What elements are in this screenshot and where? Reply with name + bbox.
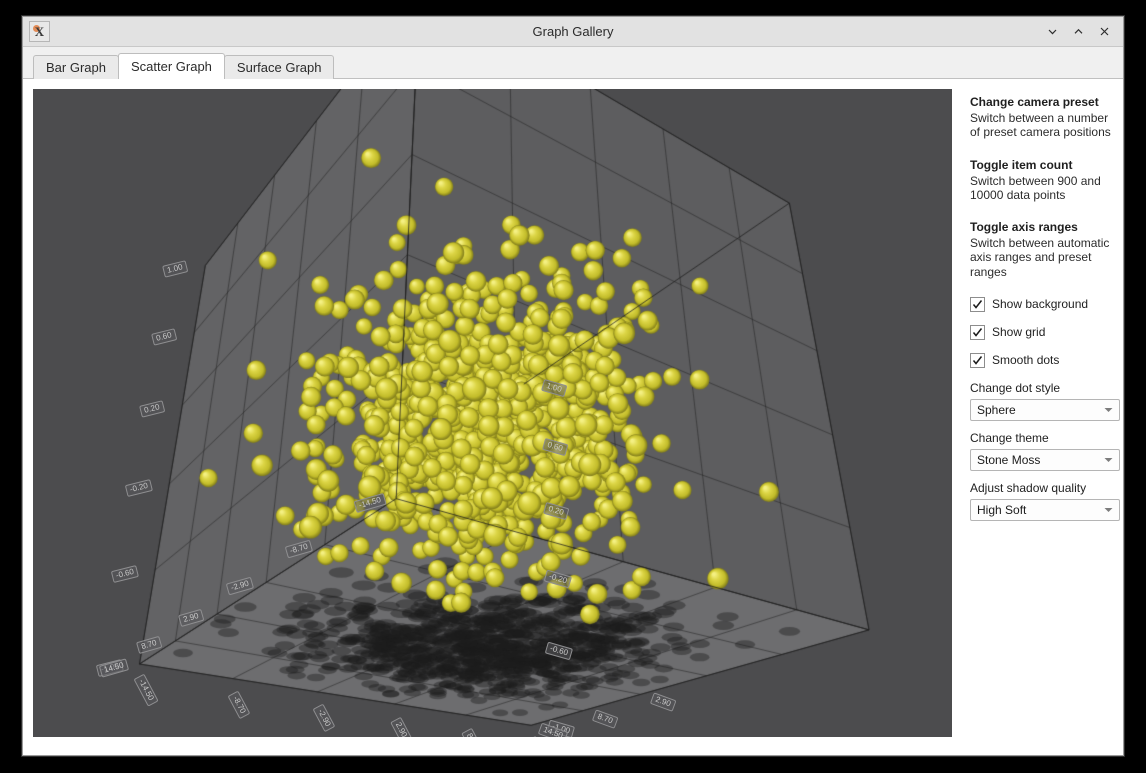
chevron-down-icon[interactable] [1097,500,1119,520]
help-title: Toggle item count [970,157,1073,172]
tab-label: Surface Graph [236,60,322,75]
page-body: 1.000.600.20-0.20-0.60-1.0014.508.702.90… [23,79,1123,755]
help-body: Switch between a number of preset camera… [970,111,1111,140]
checkmark-icon[interactable] [970,296,985,312]
checkmark-icon[interactable] [970,352,985,368]
scatter-graph-viewport[interactable]: 1.000.600.20-0.20-0.60-1.0014.508.702.90… [33,89,952,737]
help-body: Switch between automatic axis ranges and… [970,236,1110,279]
checkbox-row-show-grid[interactable]: Show grid [970,324,1120,340]
main-window: X Graph Gallery Bar Graph Scatter Graph … [22,16,1124,756]
select-theme[interactable]: Stone Moss [970,448,1120,471]
help-body: Switch between 900 and 10000 data points [970,173,1101,202]
tab-label: Scatter Graph [130,59,212,74]
checkbox-label: Smooth dots [992,353,1060,368]
checkbox-row-show-background[interactable]: Show background [970,296,1120,312]
help-change-camera-preset: Change camera preset Switch between a nu… [970,95,1112,140]
help-toggle-axis-ranges: Toggle axis ranges Switch between automa… [970,220,1112,279]
tab-label: Bar Graph [46,60,106,75]
checkbox-row-smooth-dots[interactable]: Smooth dots [970,352,1120,368]
help-title: Toggle axis ranges [970,220,1078,235]
close-icon[interactable] [1091,19,1117,45]
select-value: Sphere [977,402,1016,417]
select-dot-style[interactable]: Sphere [970,398,1120,421]
checkmark-icon[interactable] [970,324,985,340]
select-shadow-quality[interactable]: High Soft [970,498,1120,521]
app-icon[interactable]: X [29,21,50,42]
help-title: Change camera preset [970,95,1099,109]
label-adjust-shadow-quality: Adjust shadow quality [970,480,1087,495]
help-toggle-item-count: Toggle item count Switch between 900 and… [970,158,1112,203]
label-change-theme: Change theme [970,430,1049,445]
chevron-down-icon[interactable] [1039,19,1065,45]
window-controls [1039,19,1123,45]
tab-bar: Bar Graph Scatter Graph Surface Graph [23,47,1123,79]
title-bar[interactable]: X Graph Gallery [23,17,1123,47]
select-value: Stone Moss [977,452,1041,467]
label-change-dot-style: Change dot style [970,380,1061,395]
select-value: High Soft [977,502,1027,517]
checkbox-label: Show grid [992,325,1046,340]
chevron-down-icon[interactable] [1097,450,1119,470]
tab-surface-graph[interactable]: Surface Graph [223,55,335,79]
checkbox-label: Show background [992,297,1089,312]
control-sidebar: Change camera preset Switch between a nu… [952,89,1120,745]
window-title: Graph Gallery [532,24,614,39]
chevron-up-icon[interactable] [1065,19,1091,45]
chevron-down-icon[interactable] [1097,400,1119,420]
tab-bar-graph[interactable]: Bar Graph [33,55,119,79]
tab-scatter-graph[interactable]: Scatter Graph [117,53,225,79]
scatter-3d-canvas[interactable] [33,89,952,737]
